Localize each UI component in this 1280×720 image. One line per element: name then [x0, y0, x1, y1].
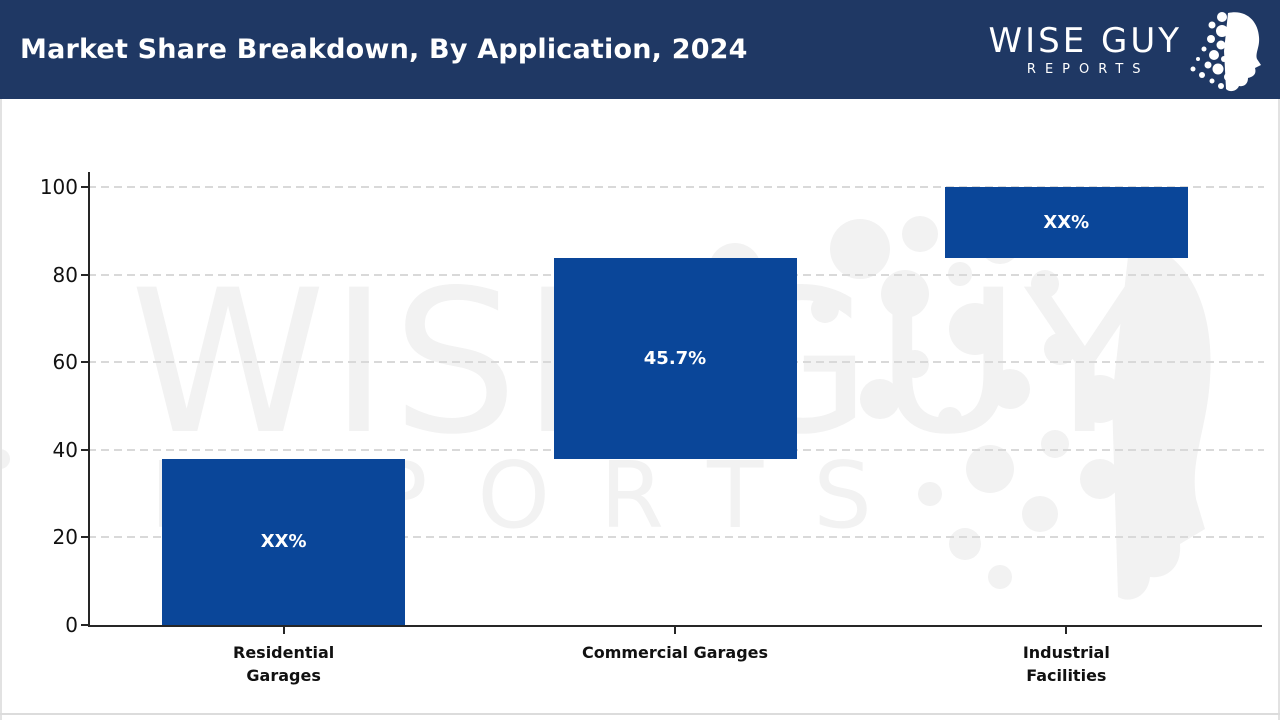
y-tick-mark [81, 273, 88, 276]
bar-2: XX% [944, 187, 1188, 259]
gridline [88, 536, 1264, 539]
y-axis-line [88, 172, 90, 627]
gridline [88, 186, 1264, 188]
x-tick-mark [282, 627, 285, 634]
y-tick-label: 100 [39, 175, 78, 199]
bar-1: 45.7% [553, 258, 797, 459]
header-bar: Market Share Breakdown, By Application, … [0, 0, 1280, 99]
y-tick-label: 40 [52, 437, 78, 462]
y-tick-mark [81, 186, 88, 188]
x-tick-mark [1065, 627, 1068, 634]
y-tick-mark [81, 624, 88, 626]
watermark-head-dots-icon [0, 216, 1211, 600]
page-border-bottom [0, 713, 1280, 715]
page-border-left [0, 99, 2, 720]
y-tick-label: 0 [65, 613, 78, 637]
x-tick-mark [674, 627, 676, 634]
wiseguy-logo-text: WISE GUY REPORTS [988, 24, 1182, 76]
page-border-right [1278, 99, 1280, 720]
page-title: Market Share Breakdown, By Application, … [20, 34, 748, 65]
y-tick-mark [81, 361, 88, 364]
x-category-label-0: Residential Garages [233, 643, 335, 686]
chart-canvas: WISE GUY REPORTS [0, 99, 1280, 720]
x-axis-line [88, 625, 1262, 627]
y-tick-label: 60 [52, 350, 78, 375]
logo-subtitle: REPORTS [1026, 61, 1150, 77]
x-category-label-1: Commercial Garages [581, 643, 769, 662]
bar-value-label-1: 45.7% [643, 347, 707, 369]
x-category-label-2: Industrial Facilities [1022, 643, 1110, 686]
wiseguy-logo: WISE GUY REPORTS [988, 7, 1262, 93]
y-tick-label: 20 [52, 525, 78, 550]
y-tick-label: 80 [52, 262, 78, 287]
wiseguy-logo-head-icon [1190, 11, 1261, 91]
bar-0: XX% [162, 458, 406, 625]
logo-wordmark: WISE GUY [988, 20, 1182, 61]
y-tick-mark [81, 448, 88, 451]
y-tick-mark [81, 536, 88, 539]
bar-value-label-2: XX% [1043, 212, 1090, 234]
bar-value-label-0: XX% [260, 531, 307, 553]
